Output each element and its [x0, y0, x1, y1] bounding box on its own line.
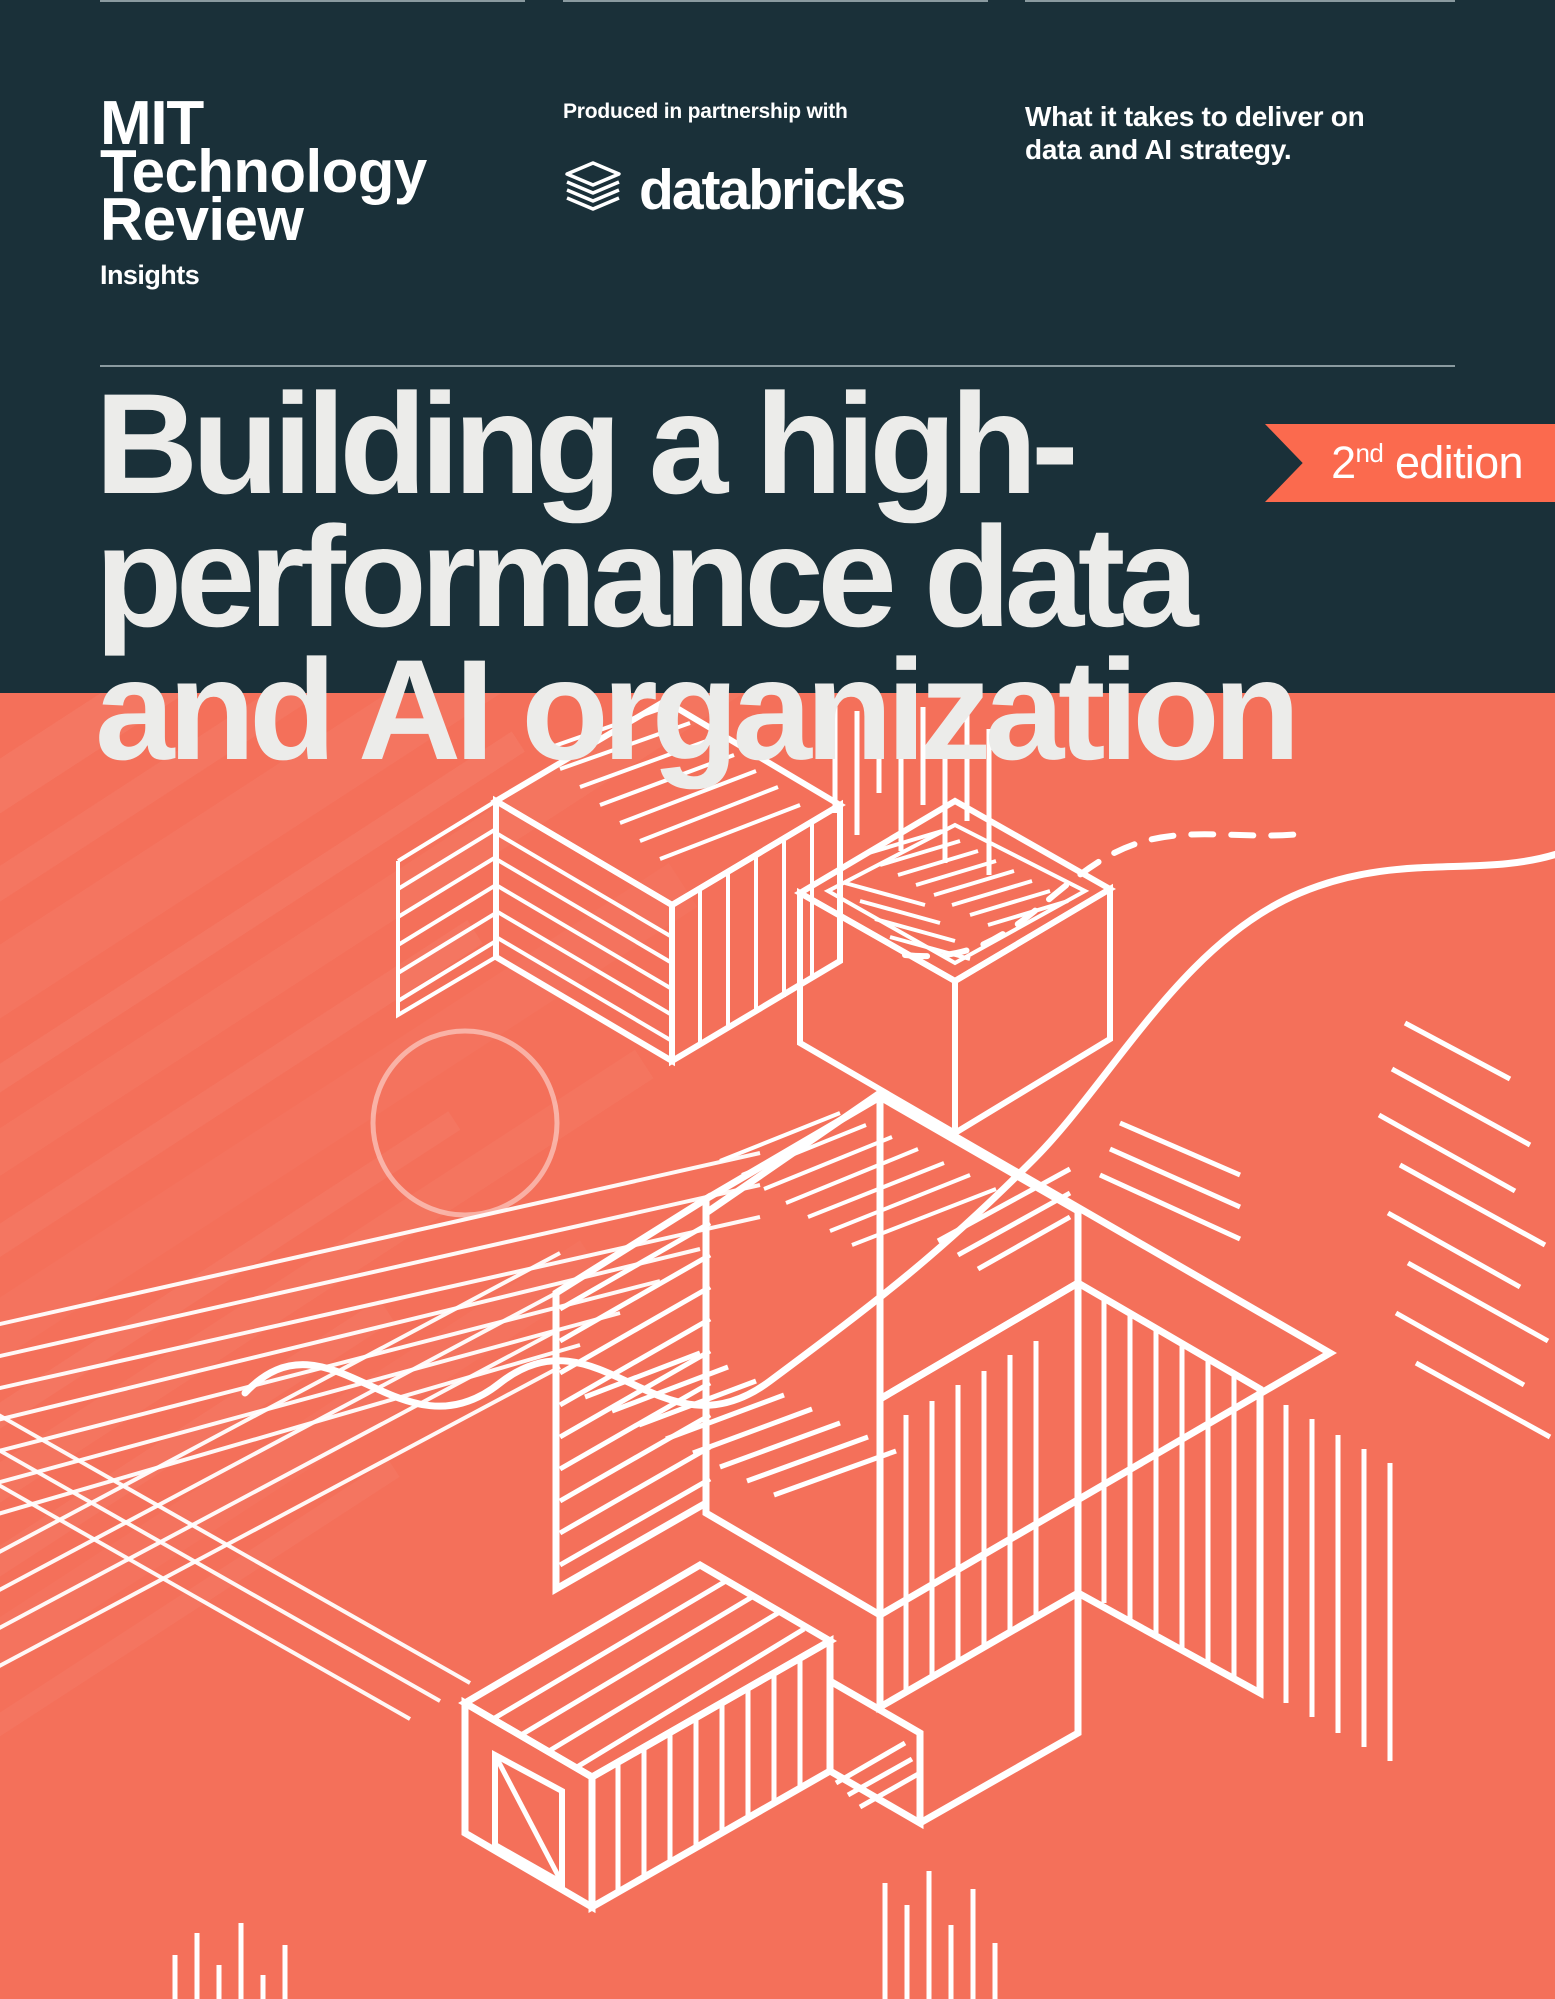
title-line-1: Building a high-: [95, 365, 1079, 524]
brand-line-insights: Insights: [100, 260, 200, 290]
large-cube-center: [552, 1088, 1337, 1714]
header-rule-main: [100, 365, 1455, 367]
edition-number: 2: [1331, 437, 1356, 488]
circle-outline: [370, 1028, 560, 1218]
brand-line-mit: MIT: [100, 89, 204, 158]
cover-illustration: [0, 693, 1555, 1999]
edition-badge-label: 2nd edition: [1331, 437, 1523, 489]
brand-logo[interactable]: MIT Technology Review Insights: [100, 89, 525, 291]
databricks-wordmark: databricks: [639, 157, 906, 222]
illustration-svg: [0, 693, 1555, 1999]
vertical-bar-cluster-bottom-left: [172, 1923, 288, 1999]
tagline-line-2: data and AI strategy.: [1025, 134, 1292, 165]
diagonal-bar-cluster-right: [1377, 1020, 1552, 1440]
edition-word: edition: [1394, 437, 1524, 488]
brand-line-review: Review: [100, 186, 304, 253]
dashed-wavy-line: [902, 830, 1313, 960]
title-line-3: and AI organization: [95, 631, 1301, 790]
header-tagline: What it takes to deliver on data and AI …: [1025, 100, 1455, 166]
page-title: Building a high- performance data and AI…: [95, 365, 1455, 790]
databricks-stacked-diamond-icon: [563, 160, 623, 219]
header-panel: MIT Technology Review Insights Produced …: [0, 0, 1555, 782]
edition-ordinal: nd: [1355, 438, 1384, 468]
header-rule-brand: [100, 0, 525, 2]
block-top-hatch: [936, 1166, 1072, 1272]
vertical-bar-cluster-bottom: [882, 1871, 998, 1999]
header-columns: MIT Technology Review Insights Produced …: [0, 0, 1555, 290]
container-box-bottom: [458, 1350, 1082, 1914]
diagonal-streaks: [0, 693, 810, 1815]
databricks-logo[interactable]: databricks: [563, 160, 988, 219]
vertical-bar-cluster-top-right: [832, 701, 992, 875]
hatched-cube-top-left: [396, 697, 846, 1067]
edition-badge: 2nd edition: [1265, 424, 1555, 502]
diagonal-line-grid-3: [0, 1413, 471, 1721]
tagline-line-1: What it takes to deliver on: [1025, 101, 1365, 132]
title-line-2: performance data: [95, 498, 1198, 657]
hatched-cube-upper-right: [794, 797, 1116, 1139]
header-rule-tagline: [1025, 0, 1455, 2]
large-block-lower-right: [1074, 1120, 1393, 1761]
brand-line-technology: Technology: [100, 138, 427, 205]
partnership-block: Produced in partnership with databr: [563, 100, 988, 219]
header-rule-partnership: [563, 0, 988, 2]
partnership-label: Produced in partnership with: [563, 100, 848, 123]
